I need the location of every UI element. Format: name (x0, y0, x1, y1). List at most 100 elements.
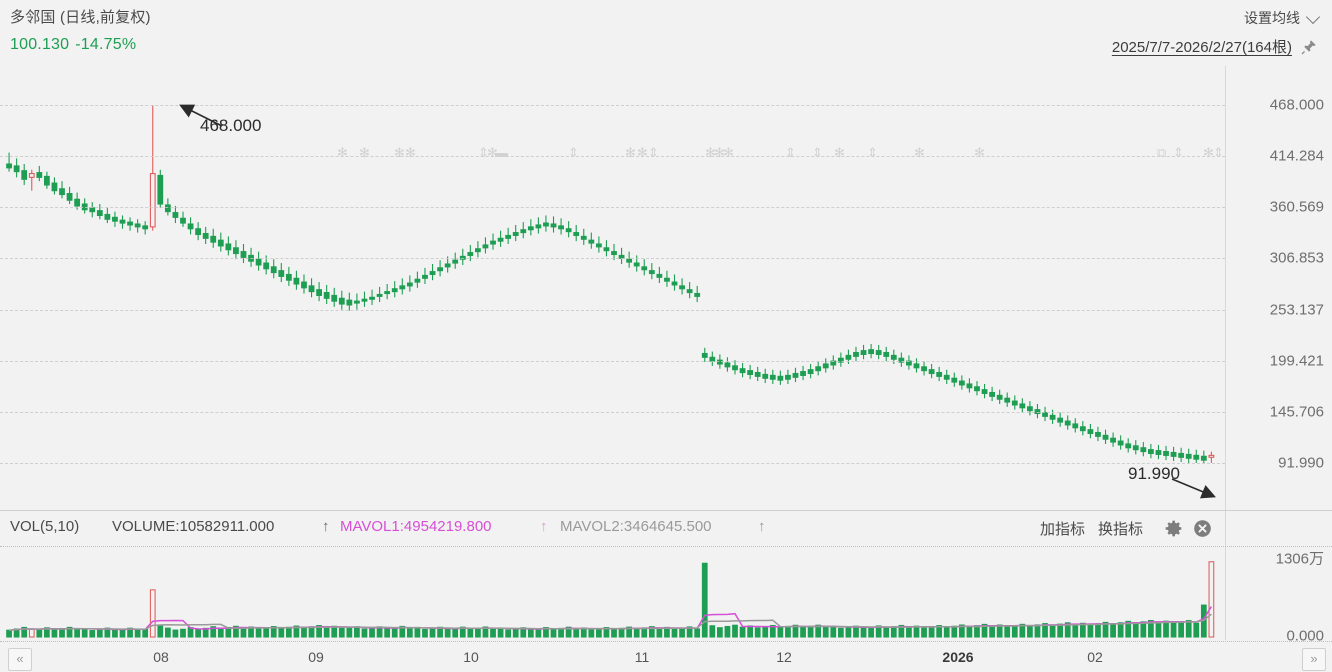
volume-bar (1178, 621, 1185, 638)
candle (648, 270, 655, 275)
candle (921, 366, 927, 372)
candle (595, 243, 602, 248)
candle (958, 380, 965, 386)
price-axis-tick: 306.853 (1269, 249, 1324, 267)
candle (1004, 397, 1011, 403)
candle (346, 299, 353, 306)
volume-bar (921, 627, 927, 638)
gear-icon[interactable] (1163, 518, 1184, 543)
volume-axis-tick: 0.000 (1286, 627, 1324, 645)
candle (1125, 443, 1132, 449)
volume-axis-labels: 1306万 0.000 (1225, 548, 1332, 645)
candle (1132, 445, 1139, 451)
candle (157, 174, 164, 205)
candle (1208, 454, 1215, 458)
chevron-down-icon[interactable] (1305, 9, 1321, 25)
date-tick: 2026 (942, 649, 974, 665)
candle (406, 282, 413, 287)
date-range-button[interactable]: 2025/7/7-2026/2/27(164根) (1111, 39, 1292, 56)
candle (217, 239, 224, 247)
volume-bar (732, 624, 738, 638)
volume-bar (611, 629, 617, 638)
gridline (0, 156, 1225, 158)
vol-bottom-line (0, 641, 1332, 642)
volume-bar (906, 626, 912, 638)
volume-bar (233, 625, 239, 638)
event-marker-icon: ✻ (834, 145, 845, 160)
candle (233, 247, 239, 255)
close-circle-icon[interactable] (1192, 518, 1213, 543)
volume-bar (391, 627, 398, 638)
candle (119, 219, 126, 224)
candle (694, 292, 701, 297)
pin-icon[interactable] (1300, 38, 1318, 56)
scroll-right-button[interactable]: » (1302, 648, 1326, 671)
low-annotation-label: 91.990 (1128, 464, 1180, 483)
candle (928, 369, 935, 375)
volume-bar (96, 628, 103, 638)
candle (686, 289, 693, 294)
candle (316, 289, 322, 296)
ma-settings-button[interactable]: 设置均线 (1244, 10, 1300, 26)
vol-indicator-name[interactable]: VOL(5,10) (10, 518, 80, 535)
gridline (0, 360, 1225, 362)
volume-bar (603, 627, 610, 638)
volume-chart-pane[interactable] (0, 548, 1225, 640)
candle (550, 223, 557, 228)
candle (989, 391, 995, 397)
event-marker-icon: ✻ (1203, 145, 1214, 160)
volume-indicator-header: VOL(5,10) VOLUME:10582911.000 ↑ MAVOL1:4… (0, 518, 1332, 544)
candle (376, 293, 383, 297)
price-axis-tick: 468.000 (1269, 96, 1324, 114)
volume-bar (301, 627, 307, 638)
candle (822, 363, 829, 369)
volume-bar (263, 627, 270, 638)
candle (800, 371, 806, 376)
volume-bar (51, 629, 58, 638)
price-axis-tick: 199.421 (1269, 352, 1324, 370)
volume-bar (724, 625, 731, 638)
volume-bar (618, 627, 625, 638)
volume-bar (671, 628, 678, 638)
volume-bar (490, 628, 496, 638)
price-axis-labels: 468.000 414.284 360.569 306.853 253.137 199.4… (1225, 66, 1332, 506)
event-marker-icon: ✻ (337, 145, 348, 160)
price-chart-pane[interactable]: ✻ ✻ ✻ ✻ ⇕ ✻ ▬ ⇕ ✻ ✻ ⇕ ✻ ✻ ✻ ⇕ ⇕ ✻ ⇕ ✻ ✻ ⧉ ⇕ ✻ ⇕ (0, 66, 1225, 506)
candle (966, 383, 973, 389)
volume-bar (316, 625, 322, 638)
candle (202, 232, 209, 239)
volume-bar (497, 627, 504, 638)
vol-arrow-1: ↑ (322, 518, 330, 535)
volume-bar (1117, 622, 1124, 638)
candle (679, 285, 685, 290)
candle (1117, 440, 1124, 446)
candle (664, 277, 670, 282)
candle (777, 375, 784, 381)
candle (898, 357, 905, 363)
volume-bar (459, 626, 466, 638)
candle (875, 350, 882, 356)
volume-bar (384, 628, 391, 638)
volume-bar (792, 624, 799, 638)
price-axis-tick: 145.706 (1269, 403, 1324, 421)
date-tick: 10 (463, 649, 479, 665)
candle (210, 235, 217, 243)
volume-bar (127, 627, 133, 638)
candle (172, 212, 179, 218)
swap-indicator-button[interactable]: 换指标 (1098, 521, 1144, 538)
volume-bar (815, 624, 822, 638)
volume-bar (1155, 621, 1162, 638)
add-indicator-button[interactable]: 加指标 (1040, 521, 1086, 538)
candle (716, 359, 723, 365)
candle (270, 266, 277, 274)
volume-bar (626, 626, 633, 638)
scroll-left-button[interactable]: « (8, 648, 32, 671)
event-marker-icon: ✻ (359, 145, 370, 160)
volume-bar (747, 625, 753, 638)
change-percent: -14.75% (75, 36, 137, 53)
volume-bar (996, 624, 1003, 638)
volume-bar (860, 627, 867, 638)
candle (149, 173, 156, 228)
volume-bar (66, 626, 73, 638)
candle (732, 365, 738, 371)
